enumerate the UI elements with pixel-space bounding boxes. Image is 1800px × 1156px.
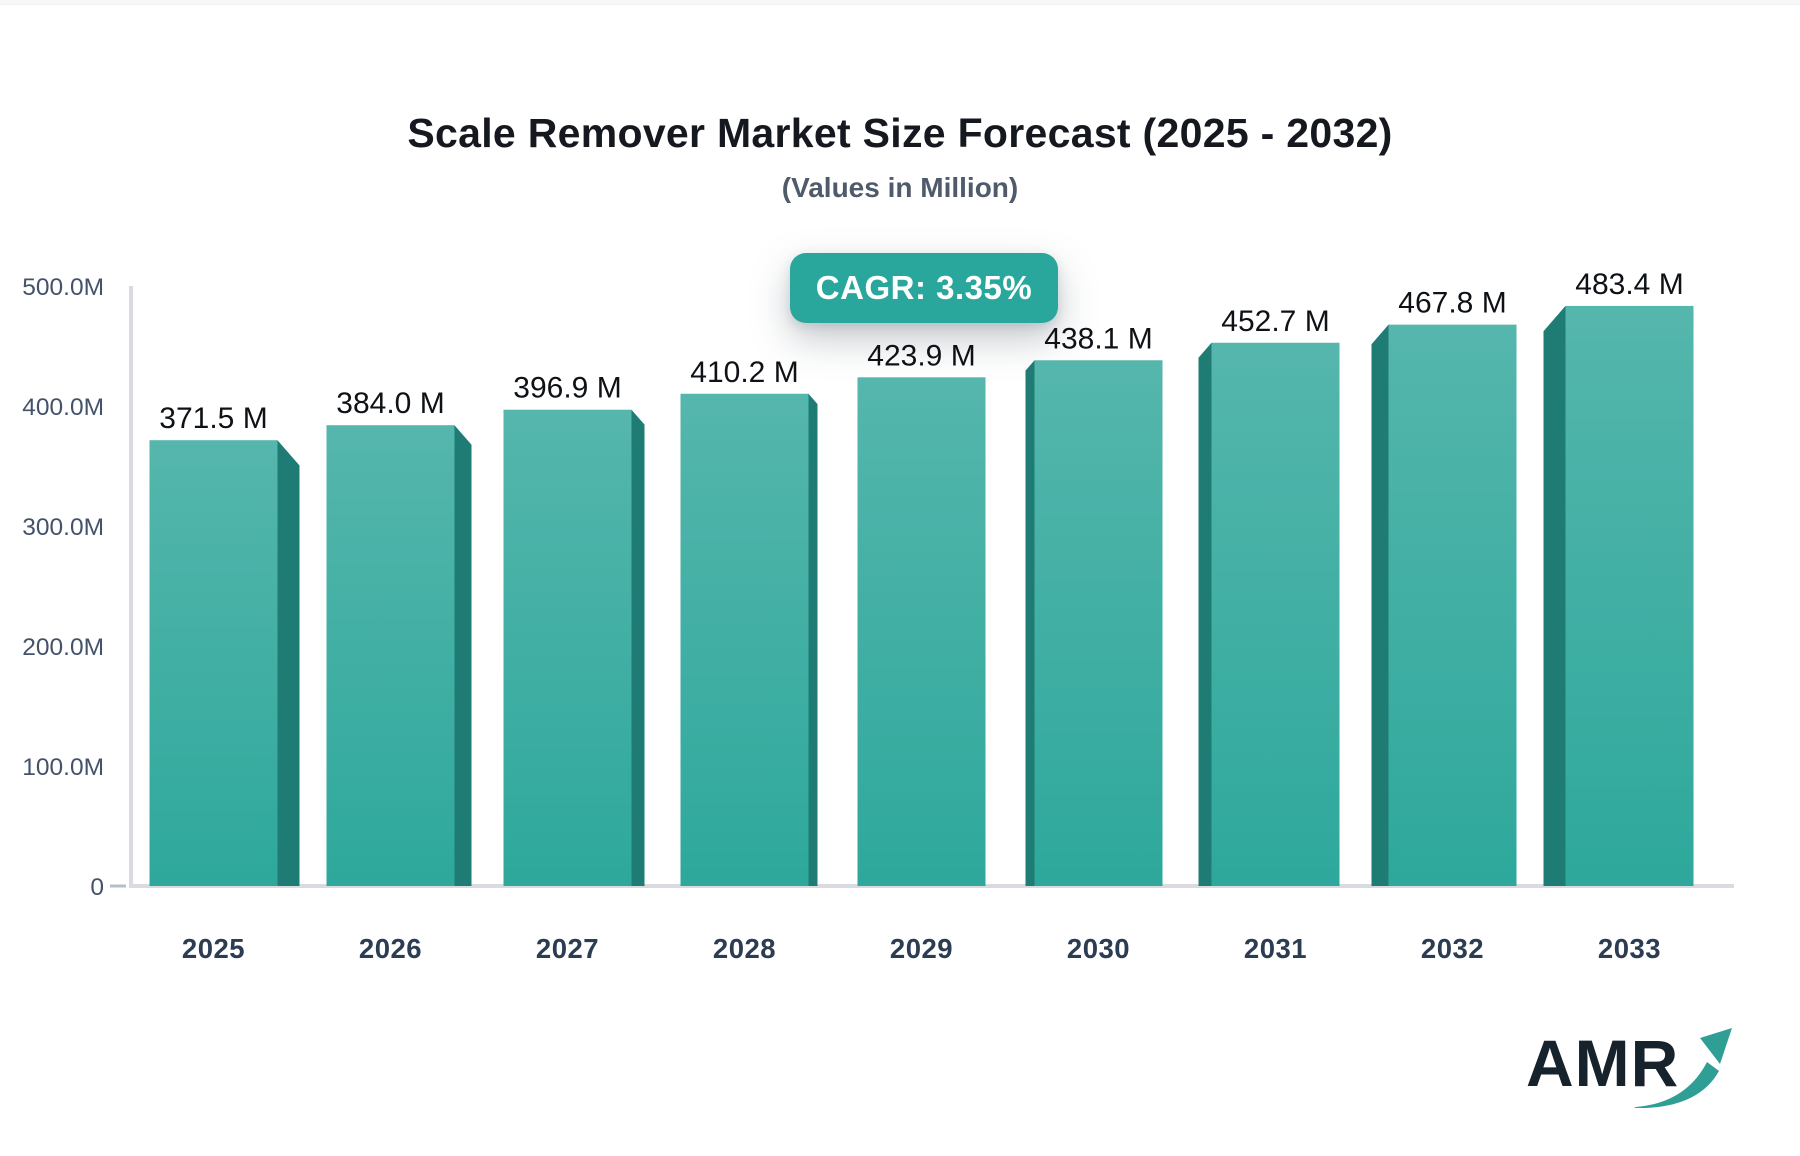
x-tick-label-2030: 2030: [1067, 933, 1130, 964]
bar-2029: [857, 377, 986, 886]
bar-2025: [149, 440, 278, 886]
bar-value-label-2028: 410.2 M: [690, 356, 798, 389]
x-tick-label-2029: 2029: [890, 933, 953, 964]
bar-side-2030: [1025, 360, 1035, 886]
bar-side-2027: [631, 409, 645, 886]
x-tick-label-2027: 2027: [536, 933, 599, 964]
amr-logo: AMR: [1520, 1012, 1750, 1112]
bar-value-label-2031: 452.7 M: [1221, 305, 1329, 338]
chart-title: Scale Remover Market Size Forecast (2025…: [407, 110, 1393, 156]
bar-side-2031: [1198, 342, 1212, 886]
y-tick-label-300.0M: 300.0M: [22, 514, 104, 541]
chart-subtitle: (Values in Million): [781, 172, 1019, 203]
bar-value-label-2030: 438.1 M: [1044, 322, 1152, 355]
cagr-badge: CAGR: 3.35%: [790, 253, 1058, 323]
bar-2027: [503, 409, 632, 886]
bar-2030: [1034, 360, 1163, 886]
x-tick-label-2025: 2025: [182, 933, 245, 964]
cagr-badge-label: CAGR: 3.35%: [815, 269, 1033, 306]
y-tick-label-500.0M: 500.0M: [22, 274, 104, 301]
bar-side-2033: [1543, 305, 1566, 886]
x-tick-label-2026: 2026: [359, 933, 422, 964]
bar-value-label-2033: 483.4 M: [1575, 268, 1683, 301]
bar-value-label-2026: 384.0 M: [336, 387, 444, 420]
x-tick-label-2032: 2032: [1421, 933, 1484, 964]
bar-value-label-2027: 396.9 M: [513, 372, 621, 405]
y-tick-label-200.0M: 200.0M: [22, 634, 104, 661]
y-tick-label-100.0M: 100.0M: [22, 754, 104, 781]
logo-arrow-icon: [1634, 1028, 1732, 1109]
amr-logo-graphic: AMR: [1526, 1026, 1732, 1109]
bar-side-2032: [1371, 324, 1389, 886]
bar-2028: [680, 393, 809, 886]
bar-2026: [326, 425, 455, 886]
bar-value-label-2025: 371.5 M: [159, 402, 267, 435]
logo-text: AMR: [1526, 1026, 1679, 1100]
bar-side-2028: [808, 393, 818, 886]
bar-value-label-2029: 423.9 M: [867, 339, 975, 372]
x-tick-label-2031: 2031: [1244, 933, 1307, 964]
bar-side-2025: [277, 440, 300, 886]
y-tick-label-400.0M: 400.0M: [22, 394, 104, 421]
bar-value-label-2032: 467.8 M: [1398, 287, 1506, 320]
y-tick-label-0: 0: [90, 874, 104, 901]
bar-side-2026: [454, 425, 472, 886]
x-tick-label-2028: 2028: [713, 933, 776, 964]
bar-2032: [1388, 324, 1517, 886]
page-top-strip: [0, 0, 1800, 5]
x-tick-label-2033: 2033: [1598, 933, 1661, 964]
bar-2033: [1565, 305, 1694, 886]
bar-2031: [1211, 342, 1340, 886]
